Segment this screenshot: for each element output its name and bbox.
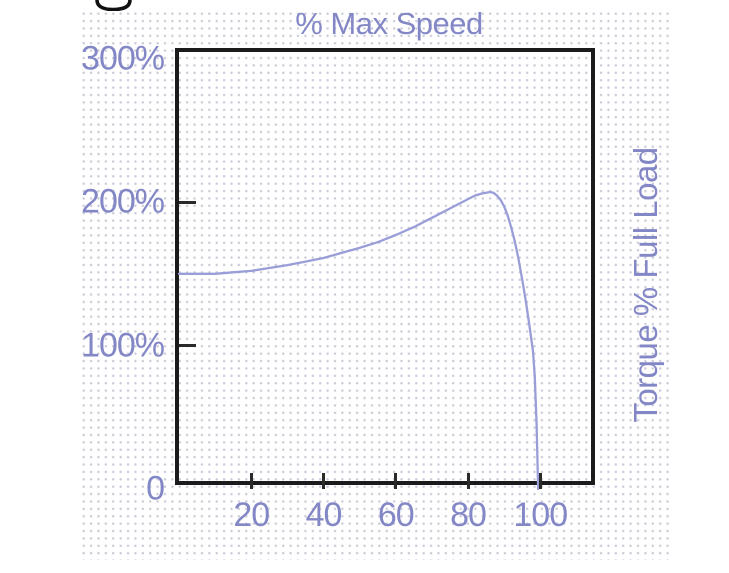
x-axis-label-20: 20: [233, 496, 270, 534]
torque-speed-curve: [177, 190, 540, 491]
x-tick-100: [538, 473, 542, 489]
x-tick-60: [394, 473, 398, 489]
x-axis-label-100: 100: [513, 496, 568, 534]
y-axis-label-100: 100%: [81, 326, 165, 364]
y-tick-200: [179, 200, 196, 204]
x-axis-label-40: 40: [305, 496, 343, 534]
right-axis-title: Torque % Full Load: [627, 147, 664, 423]
cropped-letter-glyph: [95, 0, 132, 11]
chart-title: % Max Speed: [295, 6, 483, 41]
y-axis-label-0: 0: [146, 469, 165, 508]
x-axis-label-60: 60: [377, 496, 415, 534]
x-tick-40: [322, 473, 325, 489]
y-tick-100: [179, 344, 196, 347]
x-axis-label-80: 80: [450, 496, 487, 534]
x-tick-20: [249, 473, 253, 489]
y-axis-label-300: 300%: [81, 39, 165, 77]
x-tick-80: [466, 473, 470, 489]
y-axis-label-200: 200%: [81, 182, 165, 221]
plot-frame: [175, 48, 595, 485]
